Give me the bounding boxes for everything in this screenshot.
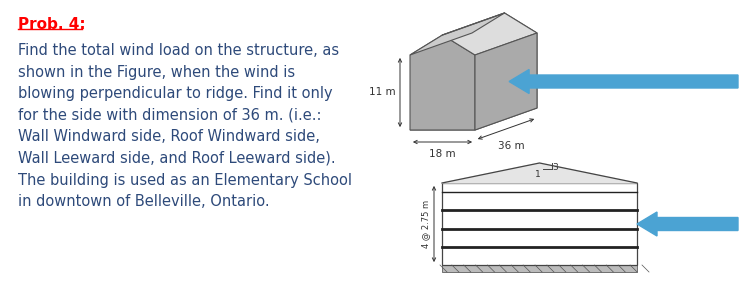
Polygon shape bbox=[442, 13, 537, 55]
Text: Prob. 4:: Prob. 4: bbox=[18, 17, 86, 32]
Polygon shape bbox=[472, 13, 537, 108]
Polygon shape bbox=[410, 35, 475, 130]
Text: 36 m: 36 m bbox=[498, 141, 524, 151]
FancyArrow shape bbox=[509, 70, 738, 94]
Text: 18 m: 18 m bbox=[429, 149, 456, 159]
Polygon shape bbox=[410, 108, 537, 130]
Text: 3: 3 bbox=[553, 163, 558, 172]
Polygon shape bbox=[410, 13, 505, 55]
Bar bbox=[442, 183, 637, 265]
Bar bbox=[442, 265, 637, 272]
Polygon shape bbox=[475, 33, 537, 130]
FancyArrow shape bbox=[637, 212, 738, 236]
Text: 1: 1 bbox=[535, 170, 541, 179]
Text: Find the total wind load on the structure, as
shown in the Figure, when the wind: Find the total wind load on the structur… bbox=[18, 43, 352, 209]
Text: 11 m: 11 m bbox=[369, 88, 396, 98]
Polygon shape bbox=[442, 163, 637, 183]
Text: 4 @ 2.75 m: 4 @ 2.75 m bbox=[421, 200, 430, 248]
